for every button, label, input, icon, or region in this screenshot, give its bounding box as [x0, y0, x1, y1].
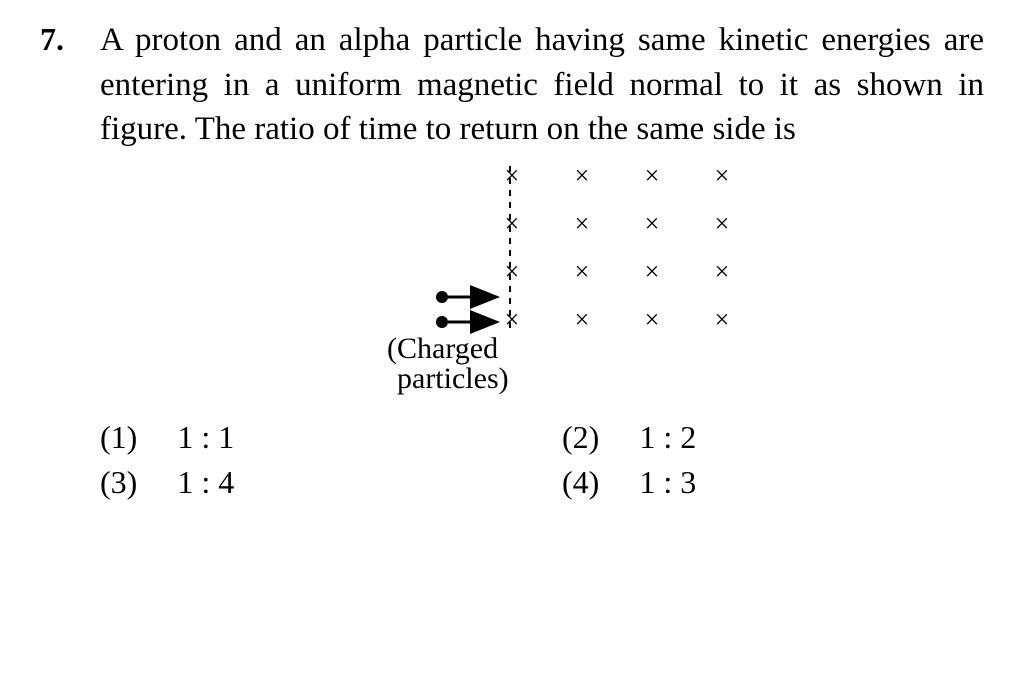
field-cross-icon: ×: [645, 161, 660, 190]
field-cross-icon: ×: [715, 305, 730, 334]
field-cross-icon: ×: [715, 257, 730, 286]
question-number: 7.: [40, 18, 100, 61]
field-cross-icon: ×: [505, 209, 520, 238]
figure: ××××××××××××××××(Chargedparticles): [232, 160, 792, 410]
field-cross-icon: ×: [505, 305, 520, 334]
field-cross-icon: ×: [715, 161, 730, 190]
field-cross-icon: ×: [575, 257, 590, 286]
field-cross-icon: ×: [575, 305, 590, 334]
field-cross-icon: ×: [715, 209, 730, 238]
option-1: (1) 1 : 1: [100, 416, 522, 459]
answer-options: (1) 1 : 1 (2) 1 : 2 (3) 1 : 4 (4) 1 : 3: [100, 416, 984, 504]
figure-caption-line1: (Charged: [387, 332, 498, 365]
option-2: (2) 1 : 2: [562, 416, 984, 459]
field-cross-icon: ×: [575, 209, 590, 238]
field-cross-icon: ×: [575, 161, 590, 190]
field-cross-icon: ×: [645, 257, 660, 286]
figure-caption-line2: particles): [397, 362, 509, 395]
particle-dot-icon: [436, 316, 448, 328]
field-cross-icon: ×: [645, 305, 660, 334]
page: 7. A proton and an alpha particle having…: [0, 0, 1024, 685]
field-cross-icon: ×: [505, 257, 520, 286]
figure-svg: ××××××××××××××××(Chargedparticles): [232, 160, 792, 410]
option-3: (3) 1 : 4: [100, 461, 522, 504]
question-text: A proton and an alpha particle having sa…: [100, 18, 984, 152]
question-block: 7. A proton and an alpha particle having…: [40, 18, 984, 152]
field-cross-icon: ×: [505, 161, 520, 190]
option-4: (4) 1 : 3: [562, 461, 984, 504]
particle-dot-icon: [436, 291, 448, 303]
field-cross-icon: ×: [645, 209, 660, 238]
